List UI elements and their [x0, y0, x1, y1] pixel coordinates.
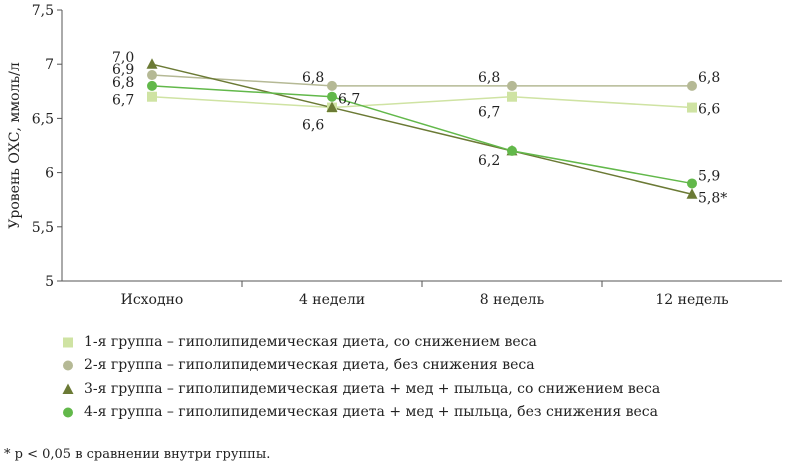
x-tick-label: 12 недель	[655, 292, 729, 308]
series-4-data-label: 5,9	[698, 168, 720, 184]
chart-lines	[151, 63, 693, 196]
legend-marker-shape	[63, 360, 73, 371]
series-1-data-label: 6,7	[112, 93, 134, 109]
legend-marker-triangle	[62, 383, 74, 394]
series-4-point	[147, 80, 157, 91]
y-tick-label: 6,5	[32, 111, 54, 127]
series-4-point	[327, 91, 337, 102]
y-axis-label: Уровень ОХС, ммоль/л	[7, 62, 23, 229]
chart-axes	[61, 10, 782, 282]
y-tick-label: 5	[45, 274, 54, 290]
chart-ticks: 5 5,5 6 6,5 7 7,5 Исходно 4 недели 8 недель 12 не…	[32, 3, 729, 308]
y-tick-label: 5,5	[32, 220, 54, 236]
legend-item-3: 3-я группа – гиполипидемическая диета + …	[60, 377, 660, 401]
legend-marker-circle	[63, 407, 73, 418]
series-1-point	[507, 91, 517, 102]
legend-item-1: 1-я группа – гиполипидемическая диета, с…	[60, 330, 660, 354]
series-2-data-label: 6,9	[112, 62, 134, 78]
x-tick-label: 8 недель	[480, 292, 545, 308]
legend-marker-square	[63, 337, 73, 348]
footnote: * p < 0,05 в сравнении внутри группы.	[4, 447, 271, 462]
series-2-data-label: 6,8	[478, 70, 500, 86]
series-2-line	[151, 74, 692, 87]
series-3-point	[146, 58, 158, 69]
chart-markers	[146, 58, 698, 199]
series-3-data-label: 5,8*	[698, 190, 727, 206]
legend-marker-circle	[63, 360, 73, 371]
y-tick-label: 7	[45, 57, 54, 73]
series-3-point	[686, 188, 698, 199]
x-tick-label: Исходно	[121, 292, 184, 308]
series-2-point	[507, 80, 517, 91]
series-2-point	[147, 70, 157, 81]
series-1-data-label: 6,6	[698, 102, 720, 118]
series-4-point	[507, 145, 517, 156]
series-3-data-label: 6,2	[478, 153, 500, 169]
series-1-point	[687, 102, 697, 113]
series-2-point	[327, 80, 337, 91]
series-4-data-label: 6,8	[112, 75, 134, 91]
series-1-point	[147, 91, 157, 102]
legend-marker-shape	[63, 337, 73, 348]
legend-item-4: 4-я группа – гиполипидемическая диета + …	[60, 401, 660, 425]
legend-marker-shape	[62, 383, 74, 394]
series-1-data-label: 6,7	[478, 105, 500, 121]
series-4-line	[151, 85, 693, 185]
series-3-point	[326, 101, 338, 113]
series-2-point	[687, 80, 697, 91]
series-2-data-label: 6,8	[698, 70, 720, 86]
legend-label: 2-я группа – гиполипидемическая диета, б…	[84, 357, 535, 374]
series-4-point	[687, 178, 697, 189]
legend-item-2: 2-я группа – гиполипидемическая диета, б…	[60, 354, 660, 378]
legend-label: 3-я группа – гиполипидемическая диета + …	[84, 380, 661, 397]
legend-label: 1-я группа – гиполипидемическая диета, с…	[84, 333, 537, 350]
series-3-data-label: 6,6	[302, 118, 324, 134]
chart-data-labels: 6,76,7 6,66,9 6,8 6,8 6,87,06,66,25,8*6,86,7…	[112, 50, 727, 206]
series-1-line	[151, 95, 693, 109]
y-tick-label: 7,5	[32, 3, 54, 19]
series-3-data-label: 7,0	[112, 50, 134, 66]
series-3-line	[151, 63, 693, 196]
series-4-data-label: 6,7	[338, 92, 360, 108]
legend-label: 4-я группа – гиполипидемическая диета + …	[84, 404, 658, 421]
legend-marker-shape	[63, 407, 73, 418]
x-tick-label: 4 недели	[299, 292, 365, 308]
line-chart: 5 5,5 6 6,5 7 7,5 Исходно 4 недели 8 недель 12 не…	[7, 3, 782, 308]
series-2-data-label: 6,8	[302, 70, 324, 86]
y-tick-label: 6	[45, 166, 54, 182]
legend: 1-я группа – гиполипидемическая диета, с…	[60, 330, 660, 424]
